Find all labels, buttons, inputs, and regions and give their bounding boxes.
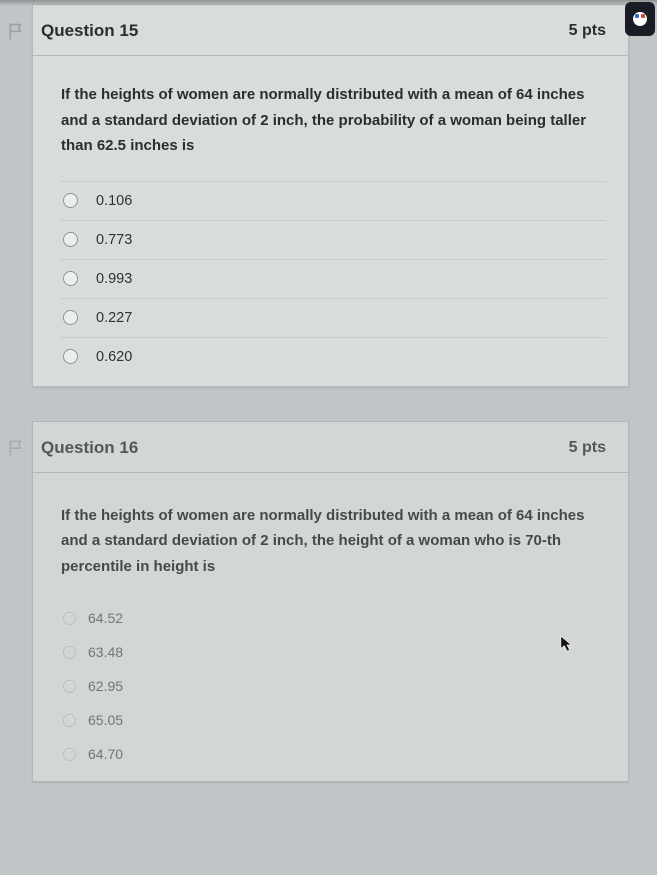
question-prompt: If the heights of women are normally dis… [61,503,606,580]
option-row[interactable]: 0.620 [61,337,606,376]
option-label: 64.70 [88,746,123,762]
option-label: 63.48 [88,644,123,660]
radio-icon[interactable] [63,680,76,693]
radio-icon[interactable] [63,271,78,286]
radio-icon[interactable] [63,646,76,659]
option-label: 0.227 [96,310,132,326]
option-row[interactable]: 0.993 [61,259,606,298]
radio-icon[interactable] [63,193,78,208]
option-row[interactable]: 64.52 [61,601,606,635]
question-prompt: If the heights of women are normally dis… [61,82,606,159]
question-points: 5 pts [569,22,606,40]
radio-icon[interactable] [63,232,78,247]
option-row[interactable]: 64.70 [61,737,606,771]
radio-icon[interactable] [63,349,78,364]
option-label: 0.106 [96,193,132,209]
question-header: Question 16 5 pts [33,422,628,473]
question-number: Question 15 [41,21,138,41]
question-number: Question 16 [41,438,138,458]
option-row[interactable]: 63.48 [61,635,606,669]
radio-icon[interactable] [63,748,76,761]
flag-question-icon[interactable] [2,421,32,464]
radio-icon[interactable] [63,612,76,625]
question-header: Question 15 5 pts [33,5,628,56]
option-row[interactable]: 65.05 [61,703,606,737]
options-list: 0.106 0.773 0.993 0.227 0.620 [61,181,606,376]
browser-extension-badge [625,2,655,36]
option-label: 64.52 [88,610,123,626]
options-list: 64.52 63.48 62.95 65.05 64.70 [61,601,606,771]
option-label: 62.95 [88,678,123,694]
radio-icon[interactable] [63,310,78,325]
radio-icon[interactable] [63,714,76,727]
option-row[interactable]: 0.106 [61,181,606,220]
option-row[interactable]: 0.773 [61,220,606,259]
option-label: 65.05 [88,712,123,728]
option-row[interactable]: 0.227 [61,298,606,337]
option-label: 0.993 [96,271,132,287]
option-label: 0.773 [96,232,132,248]
option-label: 0.620 [96,349,132,365]
question-card: Question 16 5 pts If the heights of wome… [32,421,629,783]
option-row[interactable]: 62.95 [61,669,606,703]
question-points: 5 pts [569,439,606,457]
flag-question-icon[interactable] [2,4,32,47]
question-card: Question 15 5 pts If the heights of wome… [32,4,629,387]
